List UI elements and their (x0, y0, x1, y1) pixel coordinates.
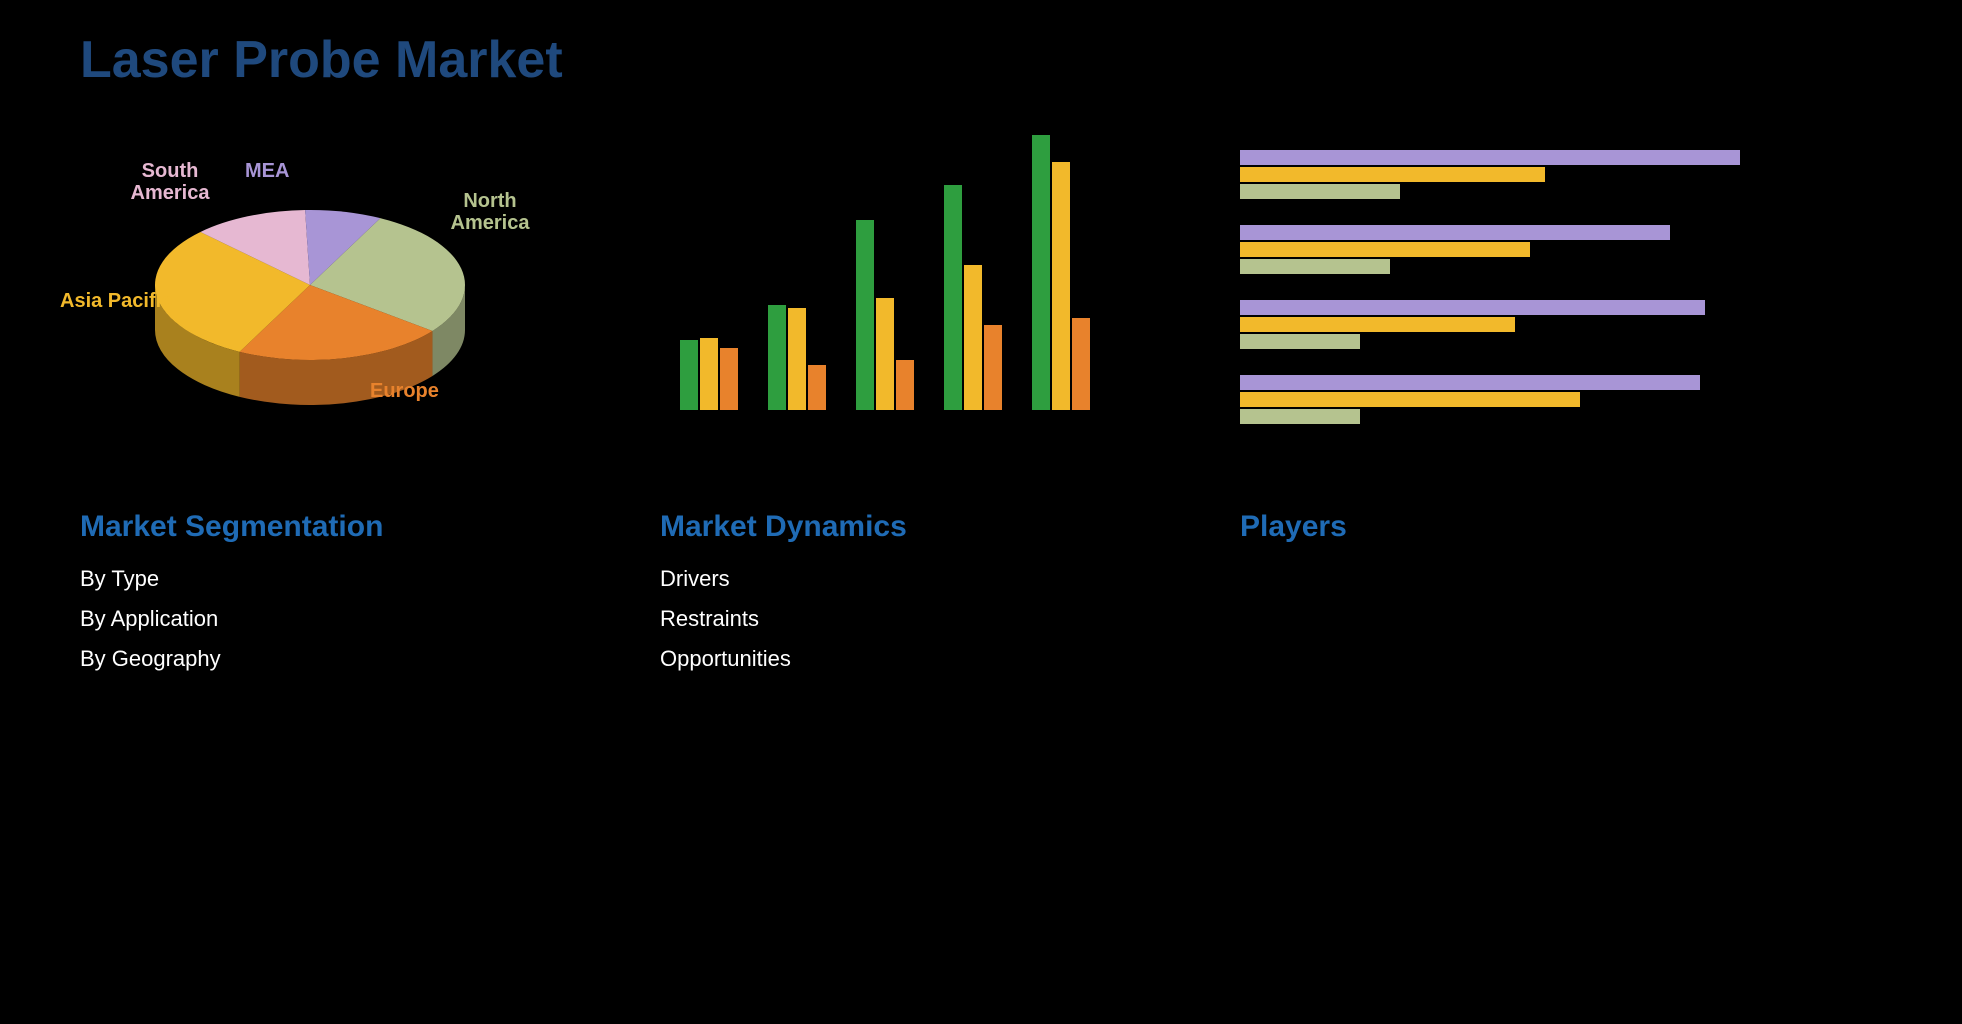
bar (876, 298, 894, 410)
bar (856, 220, 874, 410)
bar (1032, 135, 1050, 410)
hbar (1240, 300, 1705, 315)
bar (1072, 318, 1090, 410)
pie-label: South America (110, 160, 230, 204)
pie-label: Asia Pacific (60, 290, 172, 312)
hbar (1240, 167, 1545, 182)
hbar (1240, 375, 1700, 390)
info-line: Drivers (660, 566, 1140, 592)
pie-label: North America (430, 190, 550, 234)
hbar (1240, 225, 1670, 240)
bar (896, 360, 914, 410)
players-title: Players (1240, 510, 1640, 544)
info-line: By Application (80, 606, 560, 632)
bar-group (680, 338, 738, 410)
hbar (1240, 259, 1390, 274)
page-title: Laser Probe Market (80, 30, 1882, 90)
hbar (1240, 334, 1360, 349)
bar (700, 338, 718, 410)
players-section: Players (1240, 510, 1640, 686)
info-line: By Type (80, 566, 560, 592)
bar (984, 325, 1002, 410)
bar (680, 340, 698, 410)
hbar-group (1240, 225, 1840, 274)
bar-group (944, 185, 1002, 410)
hbar-group (1240, 300, 1840, 349)
bar (1052, 162, 1070, 410)
info-line: Opportunities (660, 646, 1140, 672)
horizontal-bar-chart (1240, 130, 1840, 430)
bar (808, 365, 826, 410)
bar (720, 348, 738, 410)
hbar (1240, 409, 1360, 424)
pie-label: Europe (370, 380, 439, 402)
bar (964, 265, 982, 410)
info-row: Market Segmentation By Type By Applicati… (80, 510, 1882, 686)
hbar (1240, 317, 1515, 332)
bar (944, 185, 962, 410)
bar (768, 305, 786, 410)
charts-row: North AmericaEuropeAsia PacificSouth Ame… (80, 130, 1882, 430)
hbar-group (1240, 375, 1840, 424)
vertical-bar-chart (660, 130, 1160, 430)
pie-chart: North AmericaEuropeAsia PacificSouth Ame… (80, 130, 580, 430)
dynamics-title: Market Dynamics (660, 510, 1140, 544)
info-line: Restraints (660, 606, 1140, 632)
bar-group (768, 305, 826, 410)
bar-group (856, 220, 914, 410)
hbar (1240, 150, 1740, 165)
hbar (1240, 242, 1530, 257)
bar (788, 308, 806, 410)
bar-group (1032, 135, 1090, 410)
hbar (1240, 184, 1400, 199)
info-line: By Geography (80, 646, 560, 672)
segmentation-section: Market Segmentation By Type By Applicati… (80, 510, 560, 686)
dynamics-section: Market Dynamics Drivers Restraints Oppor… (660, 510, 1140, 686)
segmentation-title: Market Segmentation (80, 510, 560, 544)
pie-label: MEA (245, 160, 289, 182)
hbar-group (1240, 150, 1840, 199)
hbar (1240, 392, 1580, 407)
